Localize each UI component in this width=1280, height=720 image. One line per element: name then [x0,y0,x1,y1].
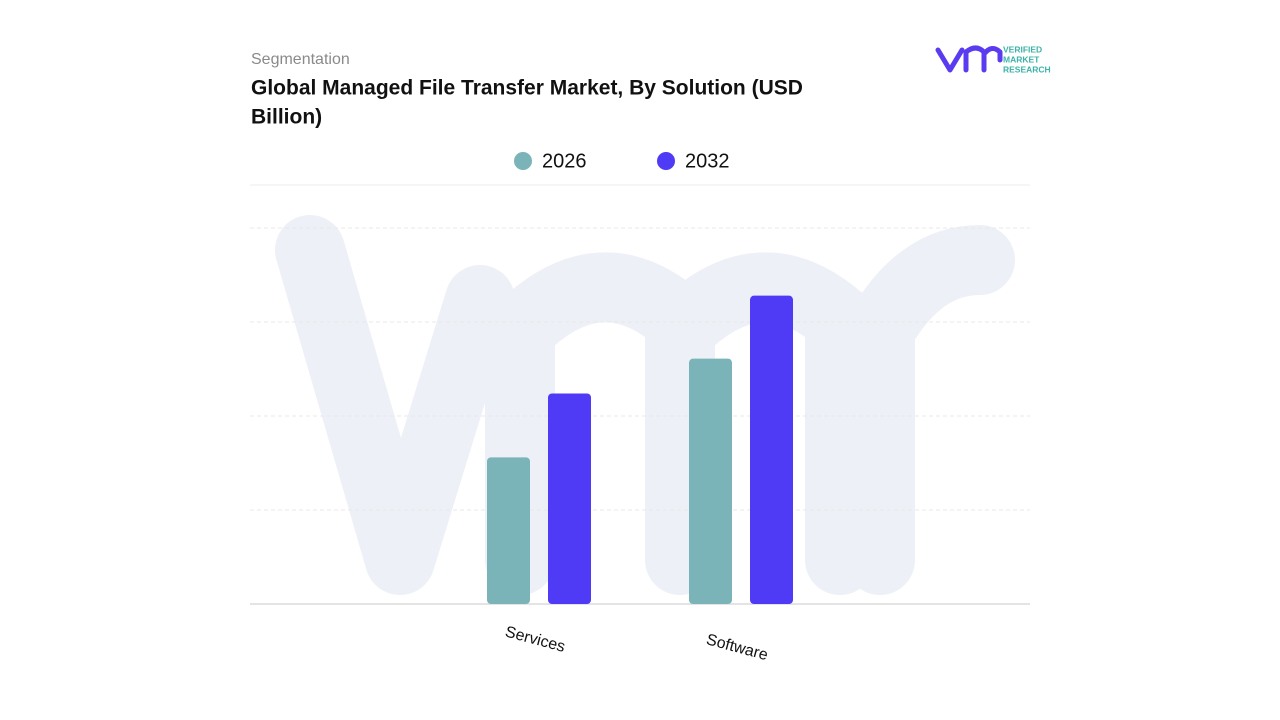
bar [548,393,591,604]
watermark [275,215,1015,595]
logo-text: MARKET [1003,54,1040,64]
bar [689,358,732,604]
logo-text: RESEARCH [1003,64,1051,74]
logo: VERIFIED MARKET RESEARCH [935,44,1051,74]
bar [750,295,793,604]
bar [487,457,530,604]
title: Billion) [251,106,322,129]
logo-text: VERIFIED [1003,44,1042,54]
legend-label: 2026 [542,150,587,172]
legend-marker [657,152,675,170]
logo-mark [935,45,1003,73]
x-tick-label: Services [503,624,567,656]
x-tick-label: Software [704,631,769,664]
subtitle: Segmentation [251,51,350,68]
title: Global Managed File Transfer Market, By … [251,77,803,100]
legend-marker [514,152,532,170]
legend-label: 2032 [685,150,730,172]
